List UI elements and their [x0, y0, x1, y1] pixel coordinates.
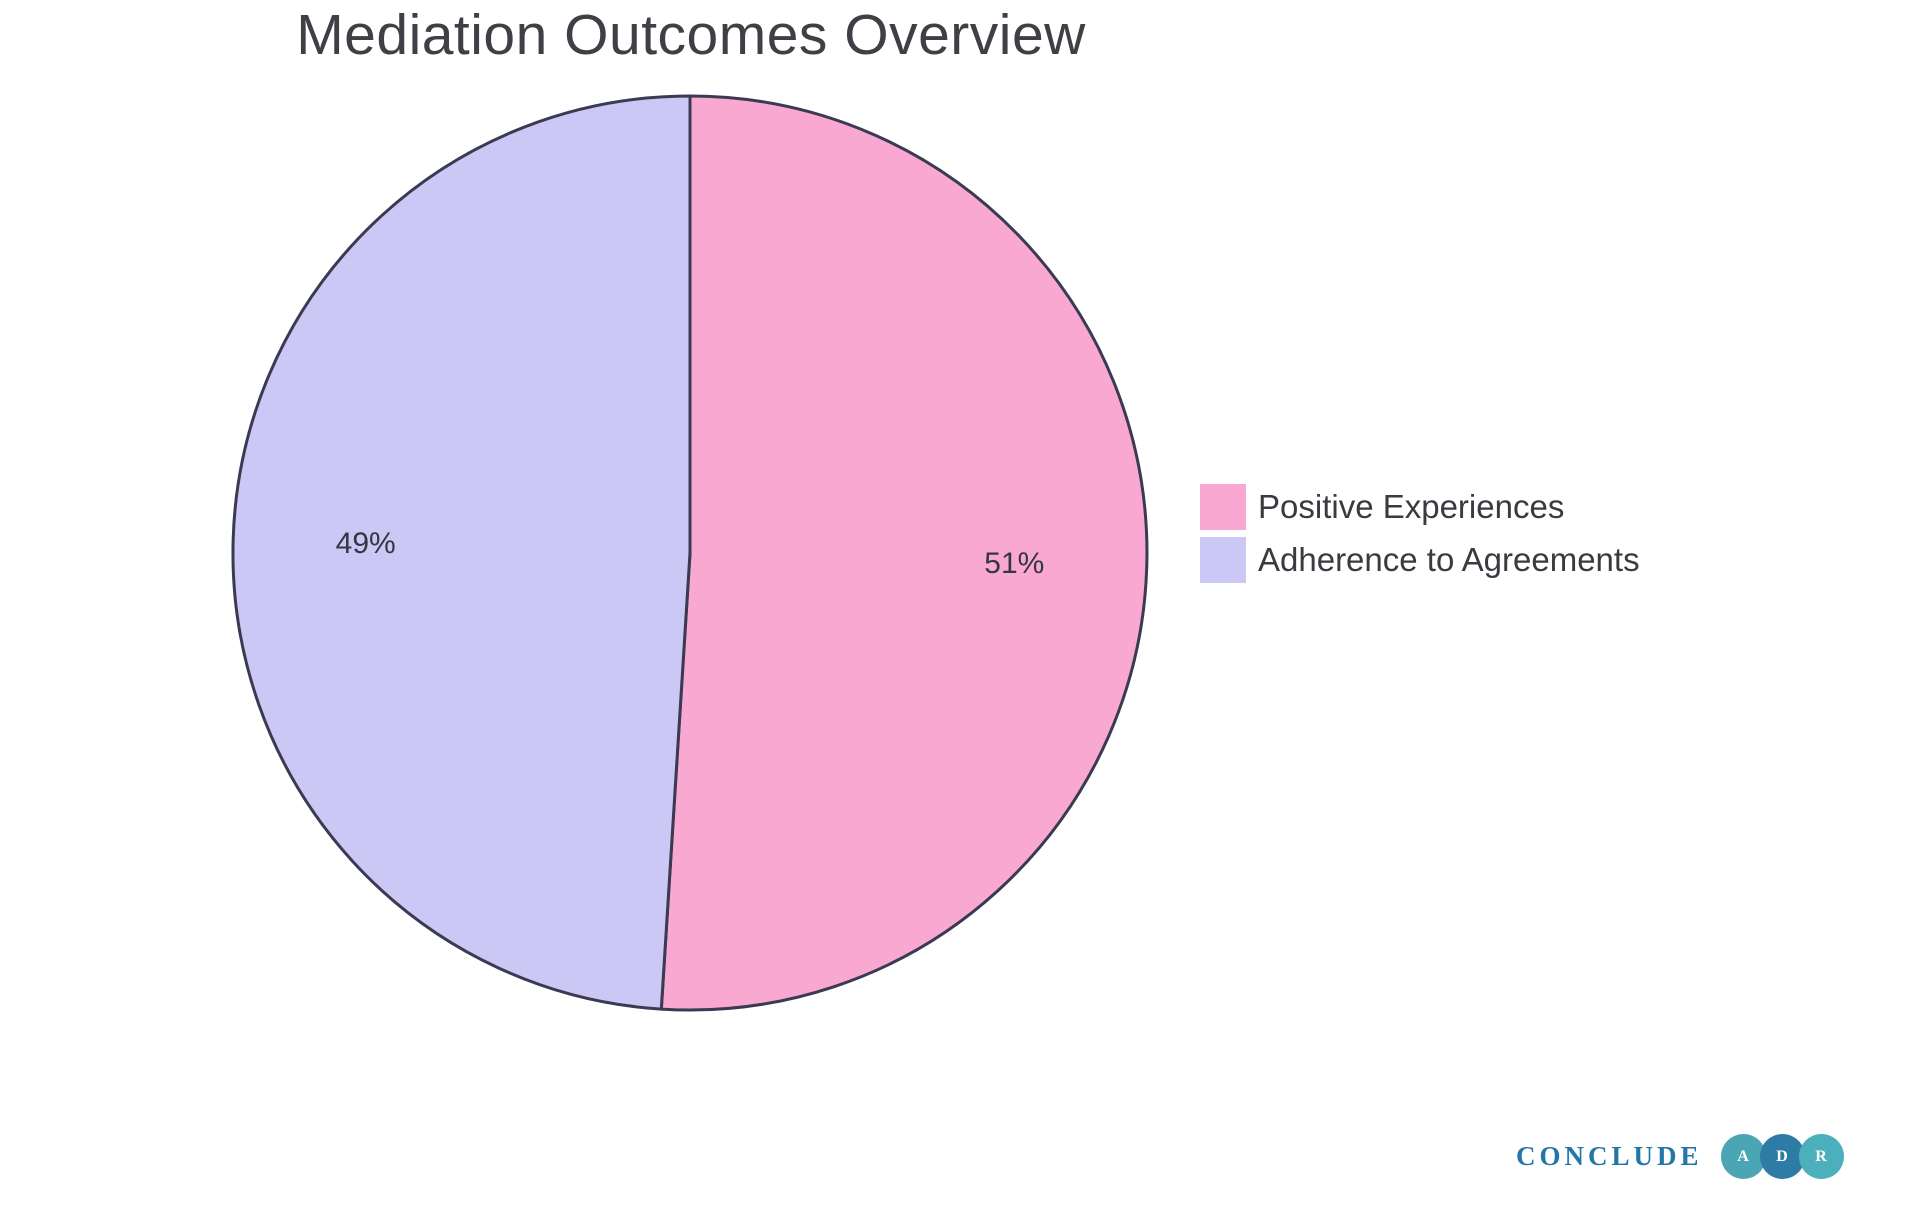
logo-badge-a: A	[1720, 1134, 1766, 1179]
legend-label: Positive Experiences	[1258, 488, 1565, 525]
logo-badge-d: D	[1759, 1134, 1805, 1179]
legend-swatch	[1200, 484, 1246, 530]
chart-title: Mediation Outcomes Overview	[296, 3, 1086, 67]
slice-value-label: 49%	[336, 527, 396, 560]
legend-label: Adherence to Agreements	[1258, 541, 1640, 578]
legend: Positive Experiences Adherence to Agreeme…	[1200, 484, 1640, 583]
pie-slice-positive-experiences[interactable]	[659, 94, 1149, 1012]
legend-item-adherence-to-agreements[interactable]: Adherence to Agreements	[1200, 537, 1640, 583]
pie-slice-adherence-to-agreements[interactable]	[231, 94, 692, 1011]
legend-item-positive-experiences[interactable]: Positive Experiences	[1200, 484, 1640, 530]
legend-swatch	[1200, 537, 1246, 583]
logo-wordmark: CONCLUDE	[1516, 1141, 1703, 1171]
slice-value-label: 51%	[984, 547, 1044, 580]
logo-badge-r: R	[1798, 1134, 1844, 1179]
